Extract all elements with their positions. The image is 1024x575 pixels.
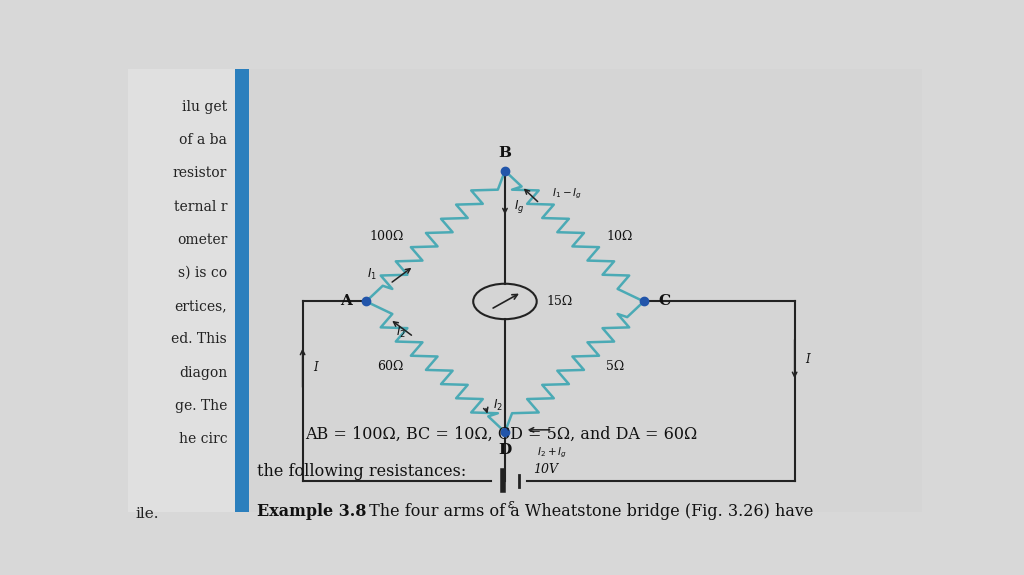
Text: $I_2 + I_g$: $I_2 + I_g$: [537, 445, 567, 460]
Text: C: C: [658, 294, 671, 308]
Text: ge. The: ge. The: [175, 399, 227, 413]
Text: the following resistances:: the following resistances:: [257, 463, 467, 480]
Text: $I_2$: $I_2$: [396, 325, 406, 340]
Text: ε: ε: [508, 497, 515, 511]
Text: $I_1$: $I_1$: [368, 267, 378, 282]
Text: $I_1 - I_g$: $I_1 - I_g$: [552, 187, 582, 201]
Bar: [250, 69, 922, 512]
Text: I: I: [805, 352, 810, 366]
Text: The four arms of a Wheatstone bridge (Fig. 3.26) have: The four arms of a Wheatstone bridge (Fi…: [365, 503, 814, 520]
Text: s) is co: s) is co: [178, 266, 227, 280]
Text: AB = 100Ω, BC = 10Ω, CD = 5Ω, and DA = 60Ω: AB = 100Ω, BC = 10Ω, CD = 5Ω, and DA = 6…: [305, 426, 697, 442]
Text: 5Ω: 5Ω: [606, 361, 625, 373]
Text: 100Ω: 100Ω: [370, 229, 403, 243]
Text: ertices,: ertices,: [174, 299, 227, 313]
Text: diagon: diagon: [179, 366, 227, 380]
Text: B: B: [499, 146, 511, 160]
Text: I: I: [313, 361, 317, 374]
Text: ternal r: ternal r: [174, 200, 227, 213]
Bar: [128, 69, 250, 512]
Text: 60Ω: 60Ω: [378, 361, 403, 373]
Text: resistor: resistor: [173, 166, 227, 181]
Text: 10V: 10V: [532, 463, 558, 476]
Text: ilu get: ilu get: [182, 100, 227, 114]
Text: of a ba: of a ba: [179, 133, 227, 147]
Text: he circ: he circ: [178, 432, 227, 446]
Text: 15Ω: 15Ω: [546, 295, 572, 308]
Text: D: D: [499, 443, 512, 457]
Text: A: A: [340, 294, 352, 308]
Text: 10Ω: 10Ω: [606, 229, 633, 243]
Text: $I_2$: $I_2$: [494, 398, 503, 413]
Text: Example 3.8: Example 3.8: [257, 503, 367, 520]
Text: $I_g$: $I_g$: [514, 198, 525, 214]
Bar: [236, 69, 250, 512]
Text: ile.: ile.: [136, 507, 160, 522]
Text: ed. This: ed. This: [171, 332, 227, 346]
Text: ometer: ometer: [177, 233, 227, 247]
